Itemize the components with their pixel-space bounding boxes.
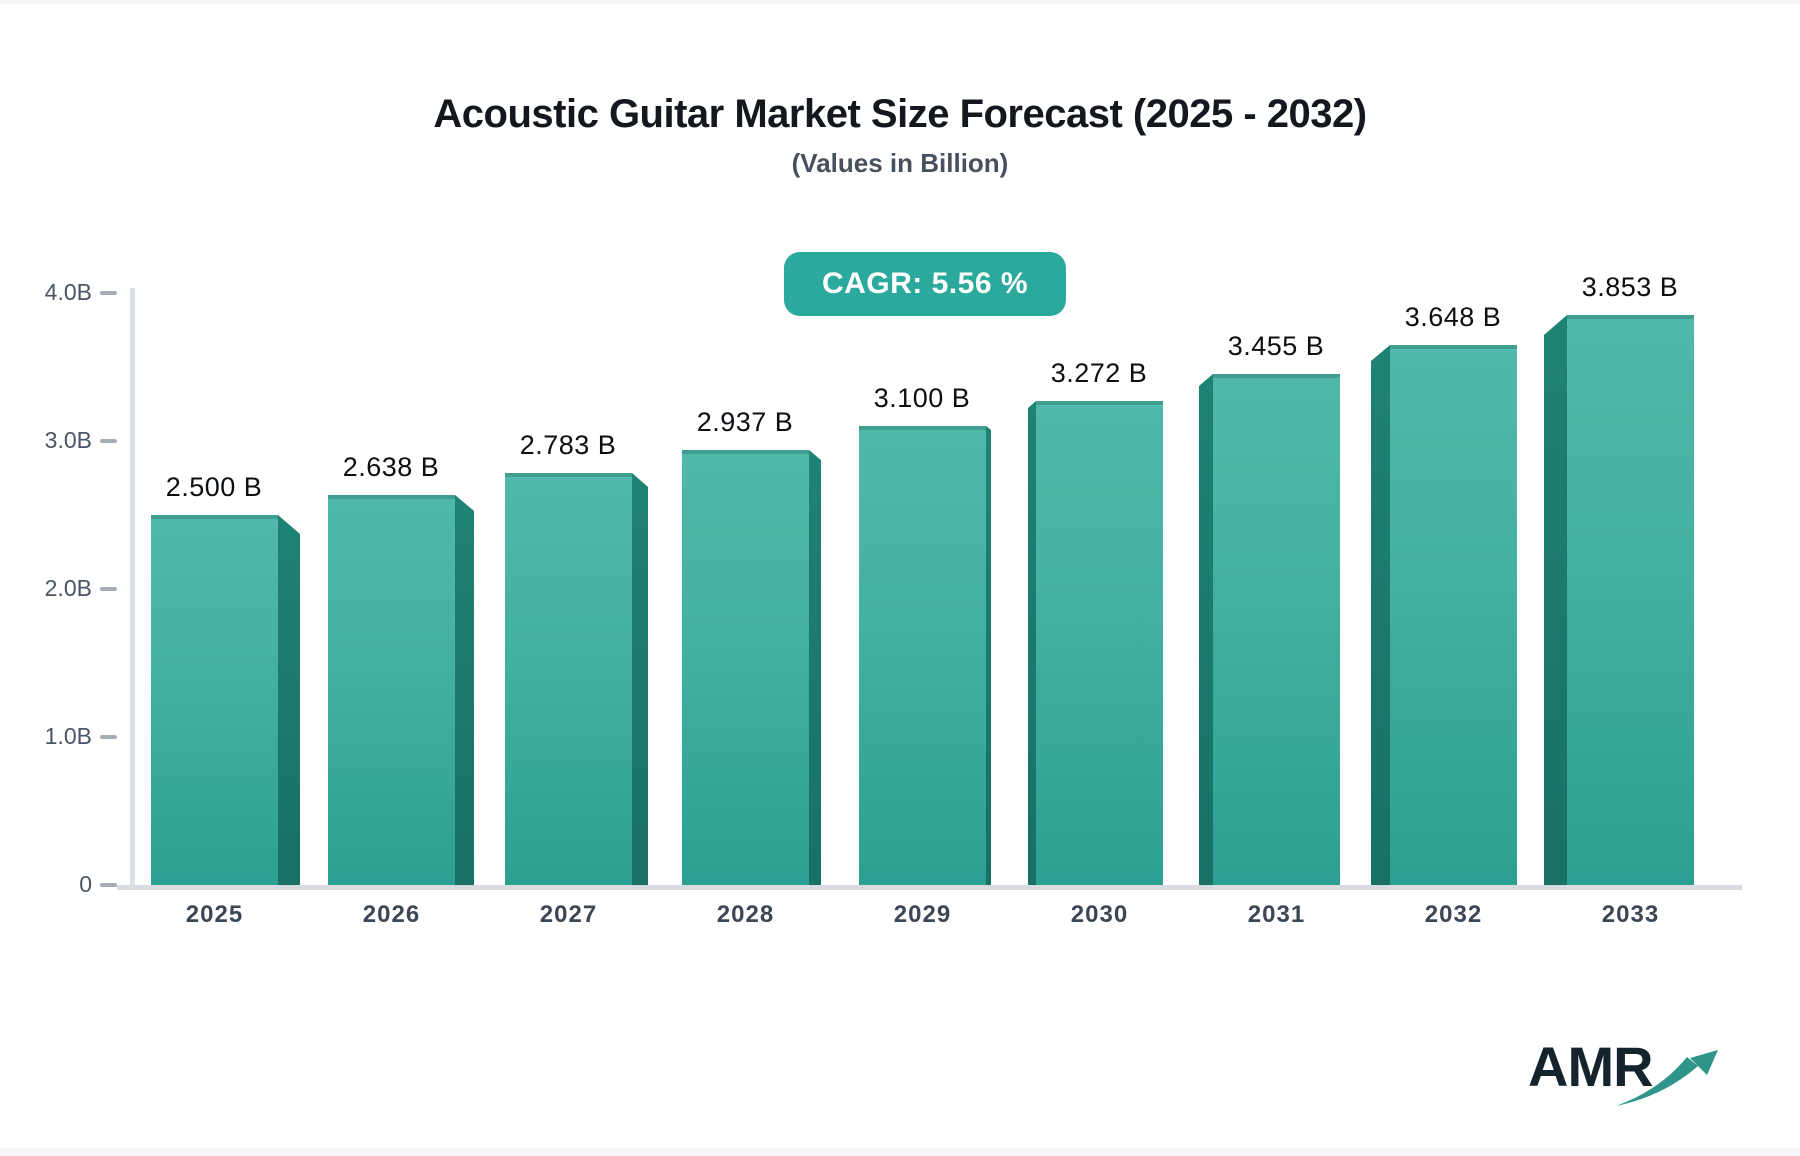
bar-value-label: 3.100 B	[873, 383, 971, 413]
page-title: Acoustic Guitar Market Size Forecast (20…	[433, 92, 1367, 136]
bar-side-face	[1199, 374, 1213, 885]
bar-group-2027: 2.783 B 2027	[480, 280, 657, 928]
bar-value-label: 2.638 B	[342, 452, 440, 482]
x-axis-label-2030: 2030	[1070, 901, 1129, 928]
bar-side-face	[809, 450, 821, 885]
bar-group-2031: 3.455 B 2031	[1188, 280, 1365, 928]
bar-value-label: 2.783 B	[519, 430, 617, 460]
x-axis-label-2033: 2033	[1601, 901, 1660, 928]
y-tick-mark	[100, 587, 117, 591]
cagr-badge: CAGR: 5.56 %	[783, 252, 1067, 316]
bar-side-face	[1544, 315, 1567, 885]
bar-group-2030: 3.272 B 2030	[1011, 280, 1188, 928]
page-subtitle: (Values in Billion)	[791, 148, 1009, 178]
bar-side-face	[632, 473, 648, 885]
bar-value-label: 2.500 B	[165, 472, 263, 502]
x-axis-label-2026: 2026	[362, 901, 421, 928]
y-tick-label: 1.0B	[44, 723, 92, 749]
y-tick-mark	[100, 883, 117, 887]
y-axis-line	[130, 288, 135, 885]
bar-chart-plot: 2.500 B 2025 2.638 B 2026 2.783 B 2027 2.937 B…	[45, 272, 1742, 928]
bar-value-label: 3.455 B	[1227, 331, 1325, 361]
bar-front-face	[1567, 315, 1694, 885]
x-axis-label-2028: 2028	[716, 901, 775, 928]
y-tick-label: 4.0B	[44, 279, 92, 305]
x-axis-label-2031: 2031	[1247, 901, 1306, 928]
bar-value-label: 3.853 B	[1581, 272, 1679, 302]
x-axis-label-2032: 2032	[1424, 901, 1483, 928]
bar-value-label: 3.272 B	[1050, 358, 1148, 388]
bar-value-label: 3.648 B	[1404, 302, 1502, 332]
y-tick-label: 0	[79, 871, 92, 897]
y-tick-label: 2.0B	[44, 575, 92, 601]
logo-text: AMR	[1528, 1035, 1654, 1098]
bar-front-face	[1213, 374, 1340, 885]
bar-front-face	[1390, 345, 1517, 885]
bar-front-face	[682, 450, 809, 885]
bar-side-face	[1371, 345, 1390, 885]
bar-side-face	[455, 495, 474, 885]
page-bottom-edge	[0, 1148, 1800, 1156]
bar-front-face	[505, 473, 632, 885]
page-top-edge	[0, 0, 1800, 4]
bar-front-face	[859, 426, 986, 885]
y-tick-mark	[100, 735, 117, 739]
bar-group-2026: 2.638 B 2026	[303, 280, 480, 928]
bar-side-face	[986, 426, 991, 885]
y-tick-mark	[100, 291, 117, 295]
x-axis-label-2027: 2027	[539, 901, 598, 928]
bar-front-face	[328, 495, 455, 885]
bar-front-face	[151, 515, 278, 885]
growth-arrow-icon	[1616, 1050, 1718, 1106]
x-axis-baseline	[117, 885, 1742, 890]
bar-value-label: 2.937 B	[696, 407, 794, 437]
y-tick-mark	[100, 439, 117, 443]
bar-group-2032: 3.648 B 2032	[1365, 280, 1542, 928]
bar-group-2033: 3.853 B 2033	[1542, 272, 1719, 928]
bar-front-face	[1036, 401, 1163, 885]
bar-side-face	[278, 515, 300, 885]
bars-container: 2.500 B 2025 2.638 B 2026 2.783 B 2027 2.937 B…	[126, 272, 1719, 928]
bar-side-face	[1028, 401, 1036, 885]
y-tick-label: 3.0B	[44, 427, 92, 453]
x-axis-label-2029: 2029	[893, 901, 952, 928]
amr-logo: AMR	[1528, 1032, 1728, 1118]
bar-group-2029: 3.100 B 2029	[834, 280, 1011, 928]
bar-group-2028: 2.937 B 2028	[657, 280, 834, 928]
x-axis-label-2025: 2025	[185, 901, 244, 928]
bar-group-2025: 2.500 B 2025	[126, 280, 303, 928]
